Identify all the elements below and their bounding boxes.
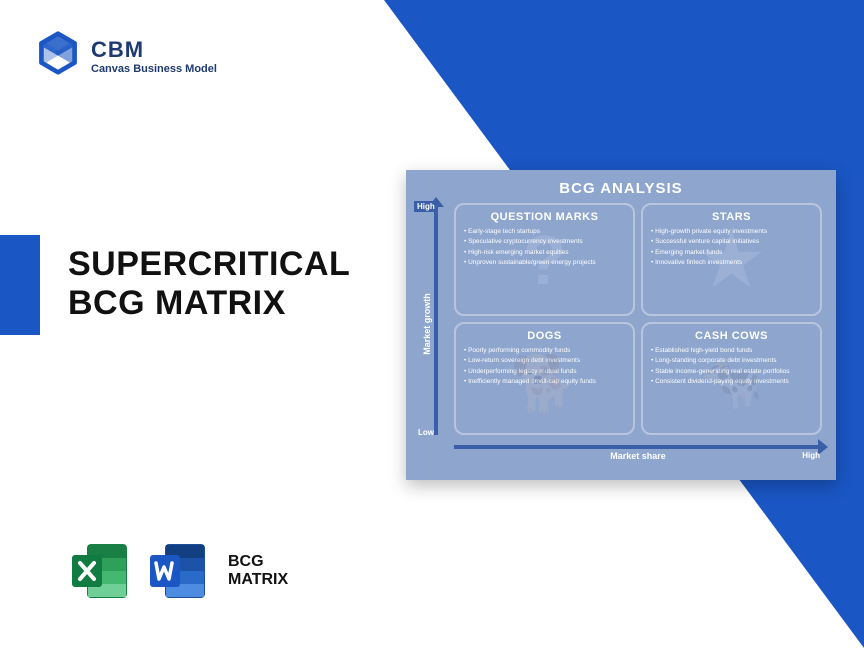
list-item: High-risk emerging market equities — [464, 248, 625, 258]
file-icon-row: BCG MATRIX — [68, 539, 288, 603]
logo-area: CBM Canvas Business Model — [35, 30, 217, 81]
title-line-2: BCG MATRIX — [68, 284, 350, 323]
list-item: Long-standing corporate debt investments — [651, 356, 812, 366]
qm-title: QUESTION MARKS — [464, 211, 625, 223]
title-line-1: SUPERCRITICAL — [68, 245, 350, 284]
logo-title: CBM — [91, 37, 217, 63]
quadrant-cash-cows: 🐄 CASH COWS Established high-yield bond … — [641, 322, 822, 435]
list-item: Consistent dividend-paying equity invest… — [651, 377, 812, 387]
matrix-body: High Low Market growth ? QUESTION MARKS … — [420, 203, 822, 463]
list-item: Emerging market funds — [651, 248, 812, 258]
list-item: Innovative fintech investments — [651, 258, 812, 268]
list-item: Poorly performing commodity funds — [464, 346, 625, 356]
logo-subtitle: Canvas Business Model — [91, 63, 217, 75]
dogs-title: DOGS — [464, 330, 625, 342]
stars-title: STARS — [651, 211, 812, 223]
list-item: Stable income-generating real estate por… — [651, 367, 812, 377]
matrix-title: BCG ANALYSIS — [420, 180, 822, 197]
list-item: Underperforming legacy mutual funds — [464, 367, 625, 377]
bcg-matrix-card: BCG ANALYSIS High Low Market growth ? QU… — [406, 170, 836, 480]
list-item: Low-return sovereign debt investments — [464, 356, 625, 366]
quadrant-dogs: 🐕 DOGS Poorly performing commodity funds… — [454, 322, 635, 435]
bcg-matrix-label: BCG MATRIX — [228, 553, 288, 590]
quadrant-stars: ★ STARS High-growth private equity inves… — [641, 203, 822, 316]
y-high-label: High — [414, 201, 438, 212]
y-axis-label: Market growth — [422, 293, 432, 355]
left-accent-bar — [0, 235, 40, 335]
list-item: Inefficiently managed small-cap equity f… — [464, 377, 625, 387]
cbm-logo-icon — [35, 30, 81, 81]
list-item: Successful venture capital initiatives — [651, 237, 812, 247]
list-item: High-growth private equity investments — [651, 227, 812, 237]
list-item: Unproven sustainable/green energy projec… — [464, 258, 625, 268]
quadrant-question-marks: ? QUESTION MARKS Early-stage tech startu… — [454, 203, 635, 316]
y-low-label: Low — [418, 428, 434, 437]
x-axis: Market share High — [454, 441, 822, 463]
x-axis-label: Market share — [610, 451, 666, 461]
list-item: Early-stage tech startups — [464, 227, 625, 237]
page-title: SUPERCRITICAL BCG MATRIX — [68, 245, 350, 323]
bcg-label-line-1: BCG — [228, 553, 288, 571]
word-icon — [146, 539, 210, 603]
bcg-label-line-2: MATRIX — [228, 571, 288, 589]
excel-icon — [68, 539, 132, 603]
list-item: Speculative cryptocurrency investments — [464, 237, 625, 247]
y-axis: High Low Market growth — [420, 203, 448, 435]
x-high-label: High — [802, 451, 820, 460]
list-item: Established high-yield bond funds — [651, 346, 812, 356]
cows-title: CASH COWS — [651, 330, 812, 342]
